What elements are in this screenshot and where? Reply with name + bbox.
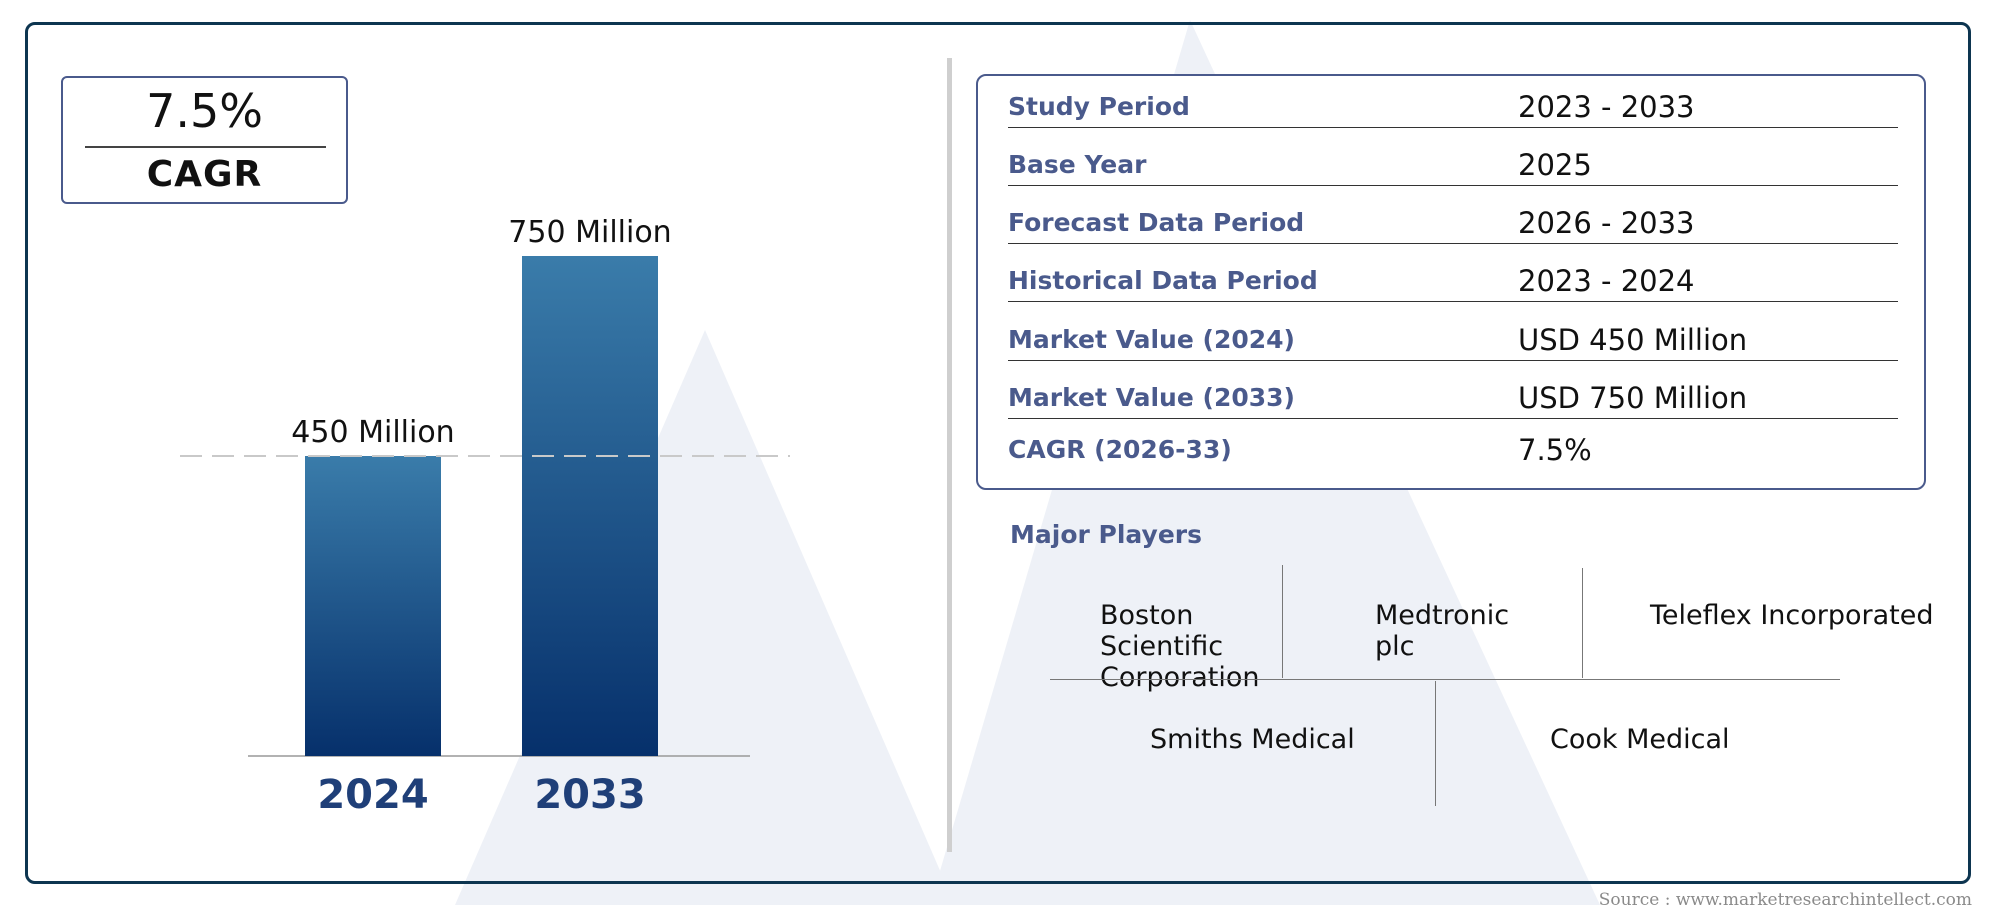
data-label-2033: 750 Million xyxy=(508,215,671,250)
details-value: 2023 - 2033 xyxy=(1518,90,1695,124)
cagr-label: CAGR xyxy=(146,154,263,195)
section-divider xyxy=(947,58,952,852)
details-row: Study Period 2023 - 2033 xyxy=(1008,78,1898,128)
details-row: Market Value (2024) USD 450 Million xyxy=(1008,311,1898,361)
bar-2024 xyxy=(305,456,441,756)
cagr-box: 7.5% CAGR xyxy=(61,76,348,204)
details-row-rule xyxy=(1008,126,1898,128)
major-players-title: Major Players xyxy=(1010,520,1202,549)
player-boston-scientific: Boston Scientific Corporation xyxy=(1100,600,1260,693)
players-divider-v1 xyxy=(1282,565,1283,678)
category-label-2033: 2033 xyxy=(534,772,645,818)
details-value: 2023 - 2024 xyxy=(1518,264,1695,298)
details-value: USD 450 Million xyxy=(1518,323,1748,357)
player-teleflex: Teleflex Incorporated xyxy=(1650,600,1934,631)
details-value: 7.5% xyxy=(1518,433,1592,467)
details-row: CAGR (2026-33) 7.5% xyxy=(1008,421,1898,471)
cagr-value: 7.5% xyxy=(146,84,263,138)
details-row-rule xyxy=(1008,242,1898,244)
details-row-rule xyxy=(1008,184,1898,186)
details-value: USD 750 Million xyxy=(1518,381,1748,415)
source-credit: Source : www.marketresearchintellect.com xyxy=(1598,890,1972,910)
details-label: Historical Data Period xyxy=(1008,266,1318,295)
data-label-2024: 450 Million xyxy=(291,415,454,450)
details-label: Forecast Data Period xyxy=(1008,208,1305,237)
details-row-rule xyxy=(1008,417,1898,419)
details-row: Forecast Data Period 2026 - 2033 xyxy=(1008,194,1898,244)
details-row: Historical Data Period 2023 - 2024 xyxy=(1008,252,1898,302)
players-divider-h xyxy=(1050,679,1840,680)
cagr-rule xyxy=(85,146,326,148)
details-label: Study Period xyxy=(1008,92,1190,121)
details-row-rule xyxy=(1008,359,1898,361)
details-row-rule xyxy=(1008,300,1898,302)
player-medtronic: Medtronic plc xyxy=(1375,600,1510,662)
details-row: Base Year 2025 xyxy=(1008,136,1898,186)
details-label: Base Year xyxy=(1008,150,1147,179)
player-smiths-medical: Smiths Medical xyxy=(1150,724,1355,755)
market-details-table: Study Period 2023 - 2033 Base Year 2025 Fore… xyxy=(976,74,1926,490)
players-divider-v2 xyxy=(1582,568,1583,678)
category-label-2024: 2024 xyxy=(317,772,428,818)
details-value: 2026 - 2033 xyxy=(1518,206,1695,240)
player-cook-medical: Cook Medical xyxy=(1550,724,1730,755)
details-label: Market Value (2033) xyxy=(1008,383,1295,412)
details-label: Market Value (2024) xyxy=(1008,325,1295,354)
outer-frame xyxy=(25,22,1971,884)
details-row: Market Value (2033) USD 750 Million xyxy=(1008,369,1898,419)
details-label: CAGR (2026-33) xyxy=(1008,435,1232,464)
details-value: 2025 xyxy=(1518,148,1592,182)
players-divider-v3 xyxy=(1435,681,1436,806)
bar-2033 xyxy=(522,256,658,756)
